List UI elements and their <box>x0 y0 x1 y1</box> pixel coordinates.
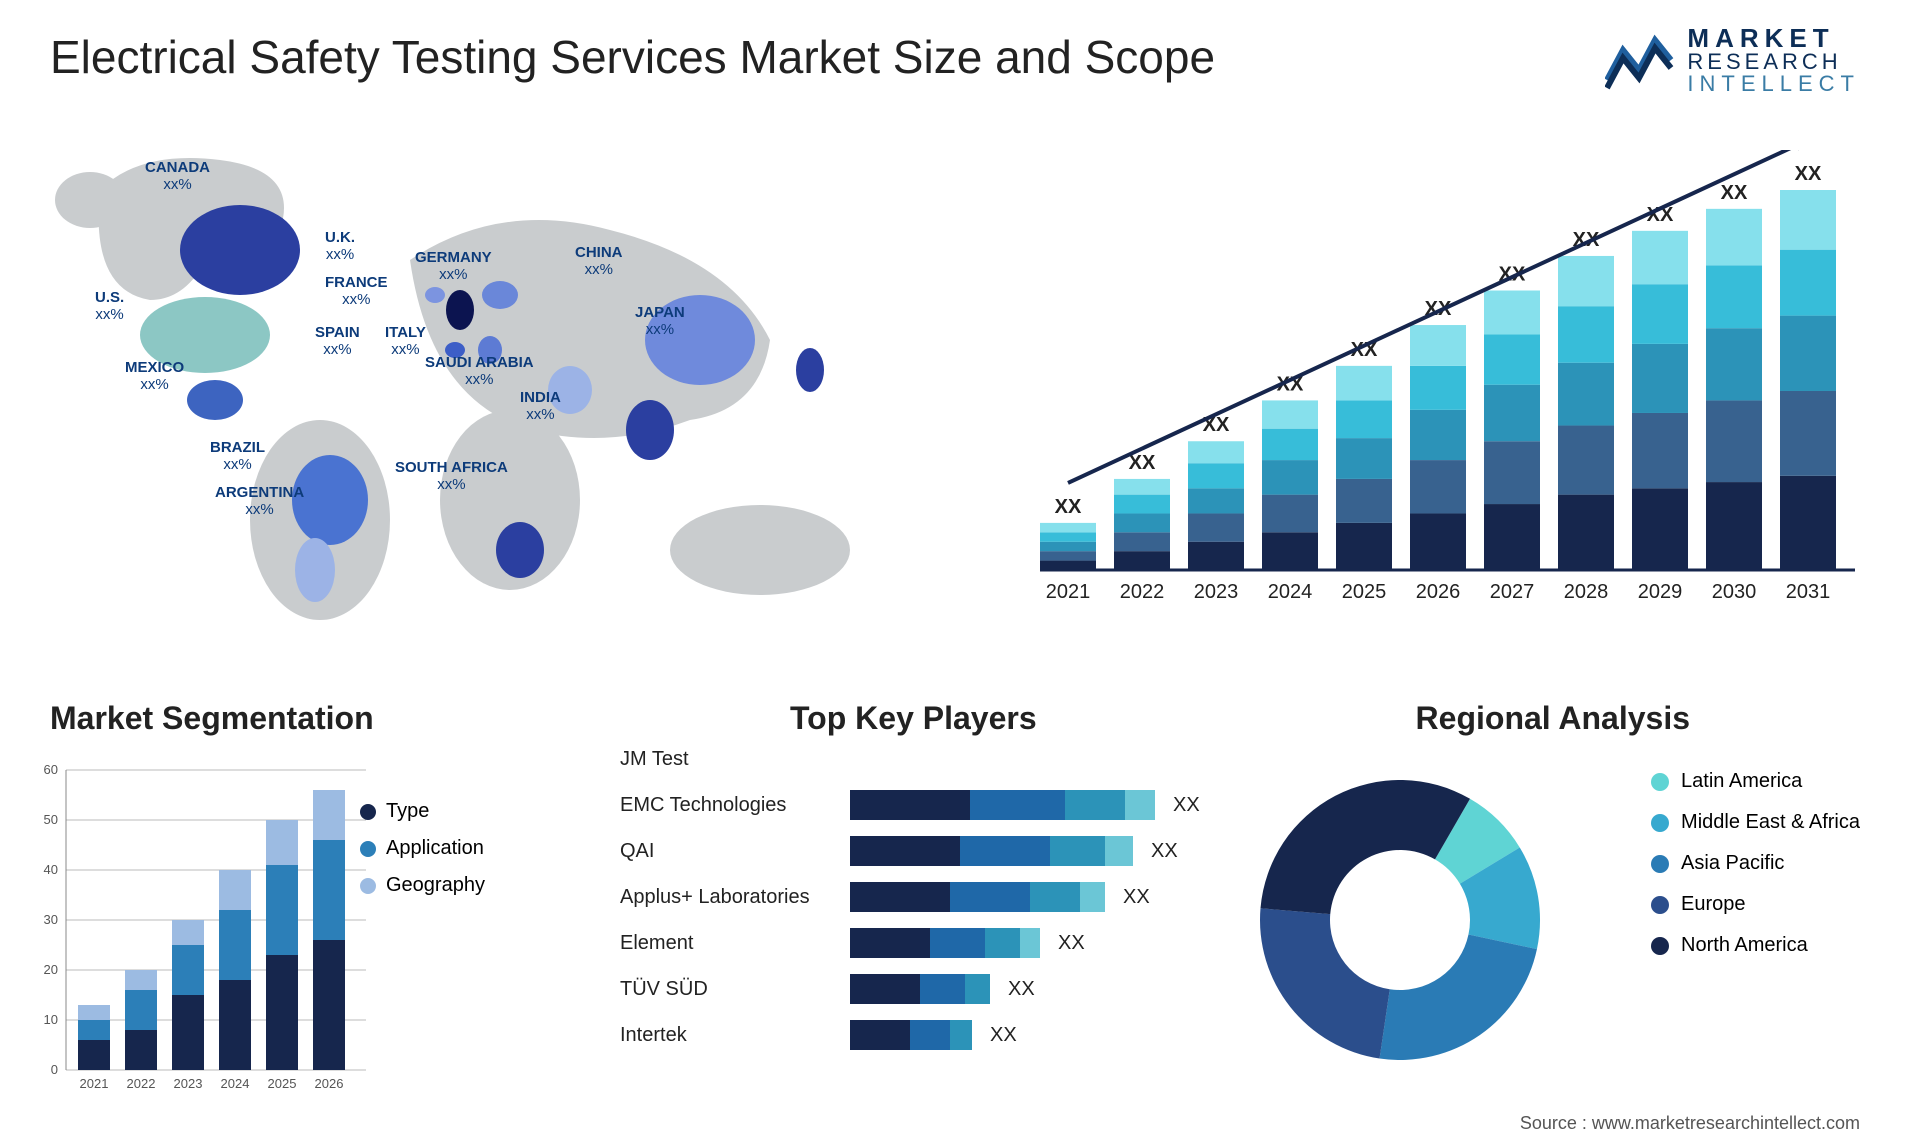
svg-text:2024: 2024 <box>1268 581 1313 603</box>
svg-text:50: 50 <box>44 812 58 827</box>
map-label: JAPANxx% <box>635 305 685 338</box>
svg-text:2023: 2023 <box>174 1076 203 1091</box>
player-row: JM Test <box>620 740 1260 778</box>
svg-text:2022: 2022 <box>127 1076 156 1091</box>
map-label: FRANCExx% <box>325 275 388 308</box>
map-label: ARGENTINAxx% <box>215 485 304 518</box>
svg-text:2027: 2027 <box>1490 581 1535 603</box>
player-value: XX <box>1151 840 1178 863</box>
player-name: EMC Technologies <box>620 794 850 817</box>
donut-chart <box>1240 760 1560 1080</box>
player-row: Intertek XX <box>620 1016 1260 1054</box>
player-row: Applus+ Laboratories XX <box>620 878 1260 916</box>
legend-item: Geography <box>360 874 485 897</box>
svg-text:2021: 2021 <box>1046 581 1091 603</box>
player-name: Element <box>620 932 850 955</box>
segmentation-chart: 0 10 20 30 40 50 60 2021 2022 2023 2024 2025 2026 <box>30 760 580 1120</box>
svg-text:XX: XX <box>1055 496 1082 518</box>
map-label: U.S.xx% <box>95 290 124 323</box>
svg-text:2029: 2029 <box>1638 581 1683 603</box>
svg-text:XX: XX <box>1795 163 1822 185</box>
logo-text-3: INTELLECT <box>1687 73 1860 95</box>
player-bar <box>850 928 1040 958</box>
regional-title: Regional Analysis <box>1416 700 1690 737</box>
player-row: Element XX <box>620 924 1260 962</box>
player-value: XX <box>1008 978 1035 1001</box>
svg-text:20: 20 <box>44 962 58 977</box>
svg-text:2021: 2021 <box>80 1076 109 1091</box>
map-label: ITALYxx% <box>385 325 426 358</box>
player-name: TÜV SÜD <box>620 978 850 1001</box>
svg-text:30: 30 <box>44 912 58 927</box>
map-label: MEXICOxx% <box>125 360 184 393</box>
legend-item: Europe <box>1651 893 1860 916</box>
logo-text-1: MARKET <box>1687 25 1860 51</box>
player-bar <box>850 882 1105 912</box>
svg-text:2025: 2025 <box>1342 581 1387 603</box>
key-players-chart: JM TestEMC TechnologiesXXQAIXXApplus+ La… <box>620 740 1260 1062</box>
player-row: TÜV SÜD XX <box>620 970 1260 1008</box>
player-value: XX <box>990 1024 1017 1047</box>
svg-text:10: 10 <box>44 1012 58 1027</box>
svg-text:2028: 2028 <box>1564 581 1609 603</box>
player-value: XX <box>1123 886 1150 909</box>
regional-legend: Latin America Middle East & Africa Asia Pa… <box>1651 770 1860 975</box>
map-label: GERMANYxx% <box>415 250 492 283</box>
legend-item: Application <box>360 837 485 860</box>
svg-text:40: 40 <box>44 862 58 877</box>
svg-text:2026: 2026 <box>1416 581 1461 603</box>
player-name: QAI <box>620 840 850 863</box>
segmentation-svg: 0 10 20 30 40 50 60 2021 2022 2023 2024 2025 2026 <box>30 760 370 1100</box>
segmentation-title: Market Segmentation <box>50 700 374 737</box>
player-row: QAI XX <box>620 832 1260 870</box>
map-label: BRAZILxx% <box>210 440 265 473</box>
page-title: Electrical Safety Testing Services Marke… <box>50 30 1215 84</box>
svg-text:2031: 2031 <box>1786 581 1831 603</box>
svg-text:0: 0 <box>51 1062 58 1077</box>
svg-text:60: 60 <box>44 762 58 777</box>
svg-text:2024: 2024 <box>221 1076 250 1091</box>
map-label: CHINAxx% <box>575 245 623 278</box>
svg-text:2025: 2025 <box>268 1076 297 1091</box>
player-value: XX <box>1173 794 1200 817</box>
svg-text:2022: 2022 <box>1120 581 1165 603</box>
players-title: Top Key Players <box>790 700 1037 737</box>
map-label: SAUDI ARABIAxx% <box>425 355 534 388</box>
svg-text:2023: 2023 <box>1194 581 1239 603</box>
world-map: CANADAxx% U.S.xx% MEXICOxx% BRAZILxx% ARGENT… <box>40 130 940 630</box>
player-name: Applus+ Laboratories <box>620 886 850 909</box>
legend-item: Asia Pacific <box>1651 852 1860 875</box>
player-bar <box>850 974 990 1004</box>
svg-text:XX: XX <box>1129 452 1156 474</box>
logo-text-2: RESEARCH <box>1687 51 1860 73</box>
legend-item: North America <box>1651 934 1860 957</box>
legend-item: Type <box>360 800 485 823</box>
player-bar <box>850 1020 972 1050</box>
brand-logo: MARKET RESEARCH INTELLECT <box>1605 25 1860 95</box>
player-name: JM Test <box>620 748 850 771</box>
growth-chart: XX2021XX2022XX2023XX2024XX2025XX2026XX20… <box>1030 150 1860 620</box>
svg-text:XX: XX <box>1721 182 1748 204</box>
player-bar <box>850 790 1155 820</box>
player-value: XX <box>1058 932 1085 955</box>
map-label: INDIAxx% <box>520 390 561 423</box>
growth-chart-svg: XX2021XX2022XX2023XX2024XX2025XX2026XX20… <box>1030 150 1860 620</box>
player-bar <box>850 836 1133 866</box>
source-attribution: Source : www.marketresearchintellect.com <box>1520 1113 1860 1134</box>
map-label: CANADAxx% <box>145 160 210 193</box>
map-label: SOUTH AFRICAxx% <box>395 460 508 493</box>
segmentation-legend: Type Application Geography <box>360 800 485 911</box>
map-label: SPAINxx% <box>315 325 360 358</box>
player-row: EMC Technologies XX <box>620 786 1260 824</box>
logo-icon <box>1605 30 1675 90</box>
legend-item: Middle East & Africa <box>1651 811 1860 834</box>
svg-text:2030: 2030 <box>1712 581 1757 603</box>
svg-text:2026: 2026 <box>315 1076 344 1091</box>
legend-item: Latin America <box>1651 770 1860 793</box>
map-label: U.K.xx% <box>325 230 355 263</box>
player-name: Intertek <box>620 1024 850 1047</box>
